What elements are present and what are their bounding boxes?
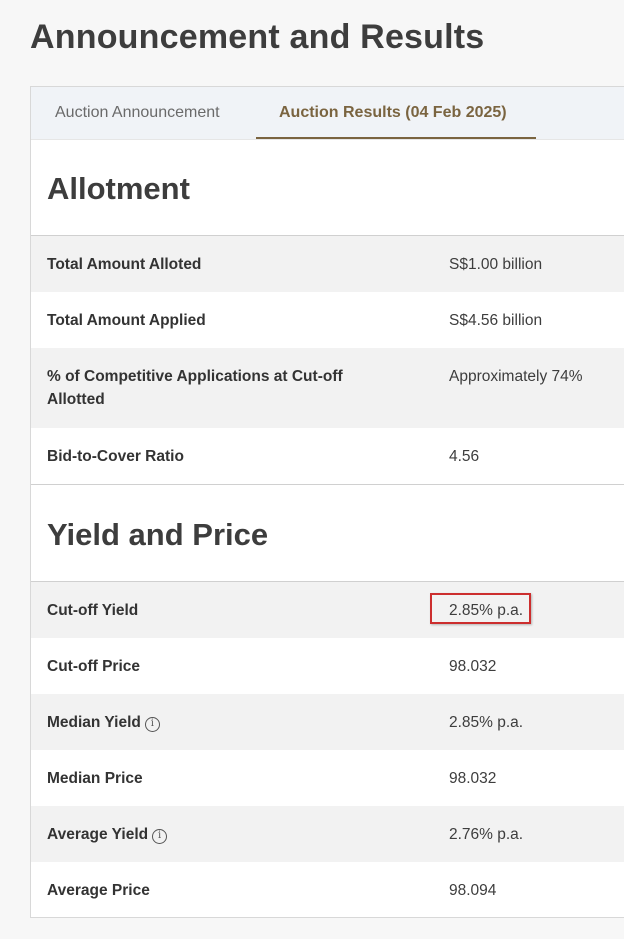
table-row: Median Yield i 2.85% p.a. <box>31 694 624 750</box>
results-panel: Auction Announcement Auction Results (04… <box>30 86 624 918</box>
row-label: Cut-off Yield <box>47 602 139 619</box>
tab-auction-announcement[interactable]: Auction Announcement <box>55 104 220 121</box>
row-value: Approximately 74% <box>449 368 583 385</box>
row-value: 98.032 <box>449 770 497 787</box>
page-title: Announcement and Results <box>30 18 485 56</box>
yield-price-table: Cut-off Yield 2.85% p.a. Cut-off Price 9… <box>31 581 624 917</box>
row-value: 2.85% p.a. <box>449 714 524 731</box>
tab-auction-results[interactable]: Auction Results (04 Feb 2025) <box>256 87 536 139</box>
table-row: Average Price 98.094 <box>31 862 624 917</box>
row-value: 4.56 <box>449 448 480 465</box>
row-label: Average Yield <box>47 826 149 843</box>
section-divider <box>31 484 624 485</box>
yield-price-title: Yield and Price <box>47 517 269 552</box>
allotment-table: Total Amount Alloted S$1.00 billion Tota… <box>31 235 624 484</box>
row-label: Cut-off Price <box>47 658 140 675</box>
row-value: 2.85% p.a. <box>449 602 524 619</box>
highlight-box <box>430 593 531 624</box>
table-row: % of Competitive Applications at Cut-off… <box>31 348 624 428</box>
row-value: 98.094 <box>449 882 497 899</box>
row-value: S$1.00 billion <box>449 256 543 273</box>
info-icon[interactable]: i <box>144 717 160 732</box>
table-row: Bid-to-Cover Ratio 4.56 <box>31 428 624 484</box>
table-row: Total Amount Alloted S$1.00 billion <box>31 236 624 292</box>
table-row: Average Yield i 2.76% p.a. <box>31 806 624 862</box>
row-label: Total Amount Alloted <box>47 256 202 273</box>
row-label: Average Price <box>47 882 150 899</box>
table-row: Median Price 98.032 <box>31 750 624 806</box>
info-icon[interactable]: i <box>152 829 168 844</box>
row-label: Total Amount Applied <box>47 312 206 329</box>
row-label: Median Yield <box>47 714 141 731</box>
row-label-container: Average Yield i <box>47 823 387 846</box>
row-value: 98.032 <box>449 658 497 675</box>
row-value: 2.76% p.a. <box>449 826 524 843</box>
tab-bar: Auction Announcement Auction Results (04… <box>31 87 624 140</box>
table-row: Cut-off Yield 2.85% p.a. <box>31 582 624 638</box>
row-label: % of Competitive Applications at Cut-off… <box>47 368 343 408</box>
allotment-title: Allotment <box>47 171 190 206</box>
row-label: Bid-to-Cover Ratio <box>47 448 184 465</box>
table-row: Cut-off Price 98.032 <box>31 638 624 694</box>
table-row: Total Amount Applied S$4.56 billion <box>31 292 624 348</box>
row-label-container: Median Yield i <box>47 711 387 734</box>
row-label: Median Price <box>47 770 143 787</box>
row-value: S$4.56 billion <box>449 312 543 329</box>
